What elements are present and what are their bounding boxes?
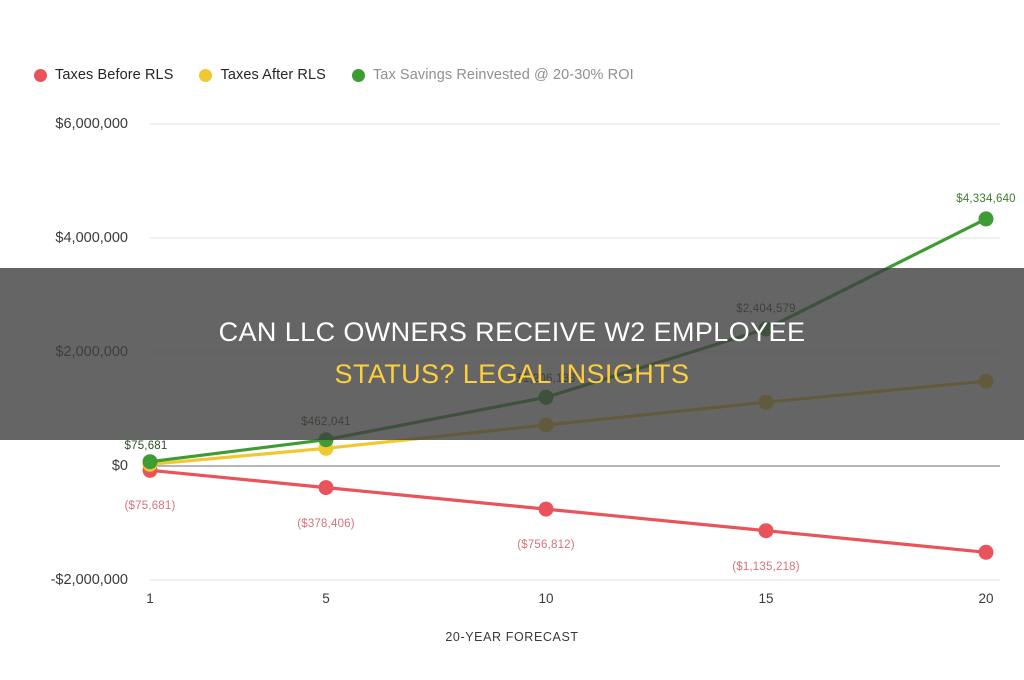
- x-axis-tick-label: 10: [538, 591, 554, 606]
- data-point-label: ($1,135,218): [732, 560, 800, 573]
- data-point-marker[interactable]: [538, 501, 554, 517]
- legend-swatch-icon: [34, 68, 47, 82]
- y-axis-tick-label: $0: [111, 458, 128, 474]
- x-axis-tick-label: 5: [322, 591, 330, 606]
- data-point-marker[interactable]: [142, 454, 158, 470]
- data-point-label: ($75,681): [124, 500, 176, 513]
- y-axis-tick-label: $4,000,000: [55, 230, 128, 246]
- x-axis-tick-label: 15: [758, 591, 774, 606]
- data-point-marker[interactable]: [978, 544, 994, 560]
- legend-label: Taxes After RLS: [220, 67, 326, 83]
- data-point-label: ($378,406): [297, 517, 355, 530]
- x-axis-title: 20-YEAR FORECAST: [445, 630, 579, 644]
- legend-label: Taxes Before RLS: [55, 67, 174, 83]
- data-point-label: $75,681: [124, 439, 168, 452]
- legend-swatch-icon: [351, 68, 365, 82]
- data-point-marker[interactable]: [318, 480, 334, 496]
- legend-item-0[interactable]: Taxes Before RLS: [34, 67, 173, 83]
- legend-swatch-icon: [199, 68, 213, 82]
- x-axis-tick-label: 20: [978, 591, 994, 606]
- x-axis-tick-label: 1: [146, 591, 154, 606]
- chart-legend: Taxes Before RLS Taxes After RLS Tax Savin…: [34, 64, 634, 86]
- data-point-marker[interactable]: [978, 211, 994, 227]
- legend-label: Tax Savings Reinvested @ 20-30% ROI: [372, 67, 634, 83]
- overlay-title-line-2: STATUS? LEGAL INSIGHTS: [334, 359, 690, 389]
- y-axis-tick-label: -$2,000,000: [50, 572, 128, 588]
- legend-item-1[interactable]: Taxes After RLS: [199, 67, 326, 83]
- data-point-marker[interactable]: [758, 523, 774, 539]
- data-point-label: ($756,812): [517, 539, 575, 552]
- y-axis-tick-label: $6,000,000: [55, 116, 128, 132]
- legend-item-2[interactable]: Tax Savings Reinvested @ 20-30% ROI: [351, 67, 634, 83]
- data-point-label: $4,334,640: [956, 192, 1016, 205]
- overlay-title-line-1: CAN LLC OWNERS RECEIVE W2 EMPLOYEE: [218, 317, 806, 348]
- title-overlay-band: CAN LLC OWNERS RECEIVE W2 EMPLOYEE STATU…: [0, 268, 1024, 440]
